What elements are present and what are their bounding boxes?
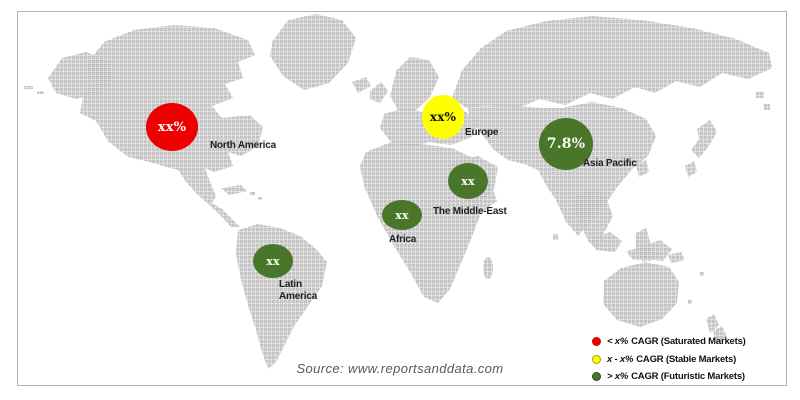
region-label-asia-pacific: Asia Pacific [583,158,637,169]
legend-label-futuristic-markets: > x% CAGR (Futuristic Markets) [607,371,745,382]
legend-label-saturated-markets: < x% CAGR (Saturated Markets) [607,336,746,347]
region-label-africa: Africa [389,234,417,245]
region-value-asia-pacific: 7.8% [546,136,586,152]
region-bubble-the-middle-east: xx [448,163,488,199]
legend-dot-saturated-markets [592,337,601,346]
legend-dot-stable-markets [592,354,601,364]
legend-item-stable-markets: x - x% CAGR (Stable Markets) [592,354,746,365]
region-value-europe: xx% [429,110,457,124]
legend-item-futuristic-markets: > x% CAGR (Futuristic Markets) [592,371,746,382]
region-label-the-middle-east: The Middle-East [433,206,507,217]
region-bubble-europe: xx% [422,95,464,139]
region-label-latin-america: Latin America [279,279,318,302]
region-value-africa: xx [395,208,409,222]
cagr-legend: < x% CAGR (Saturated Markets) x - x% CAGR (… [592,336,746,389]
region-value-latin-america: xx [266,254,280,268]
legend-label-stable-markets: x - x% CAGR (Stable Markets) [607,353,737,365]
region-bubble-latin-america: xx [253,244,293,278]
legend-item-saturated-markets: < x% CAGR (Saturated Markets) [592,336,746,347]
region-label-north-america: North America [210,140,276,151]
source-attribution: Source: www.reportsanddata.com [296,361,504,376]
continents [24,14,772,369]
region-value-north-america: xx% [157,119,187,135]
region-bubble-north-america: xx% [146,103,198,151]
legend-dot-futuristic-markets [592,372,601,381]
region-bubble-asia-pacific: 7.8% [539,118,593,170]
region-value-the-middle-east: xx [461,174,475,188]
region-bubble-africa: xx [382,200,422,230]
region-label-europe: Europe [465,127,499,138]
